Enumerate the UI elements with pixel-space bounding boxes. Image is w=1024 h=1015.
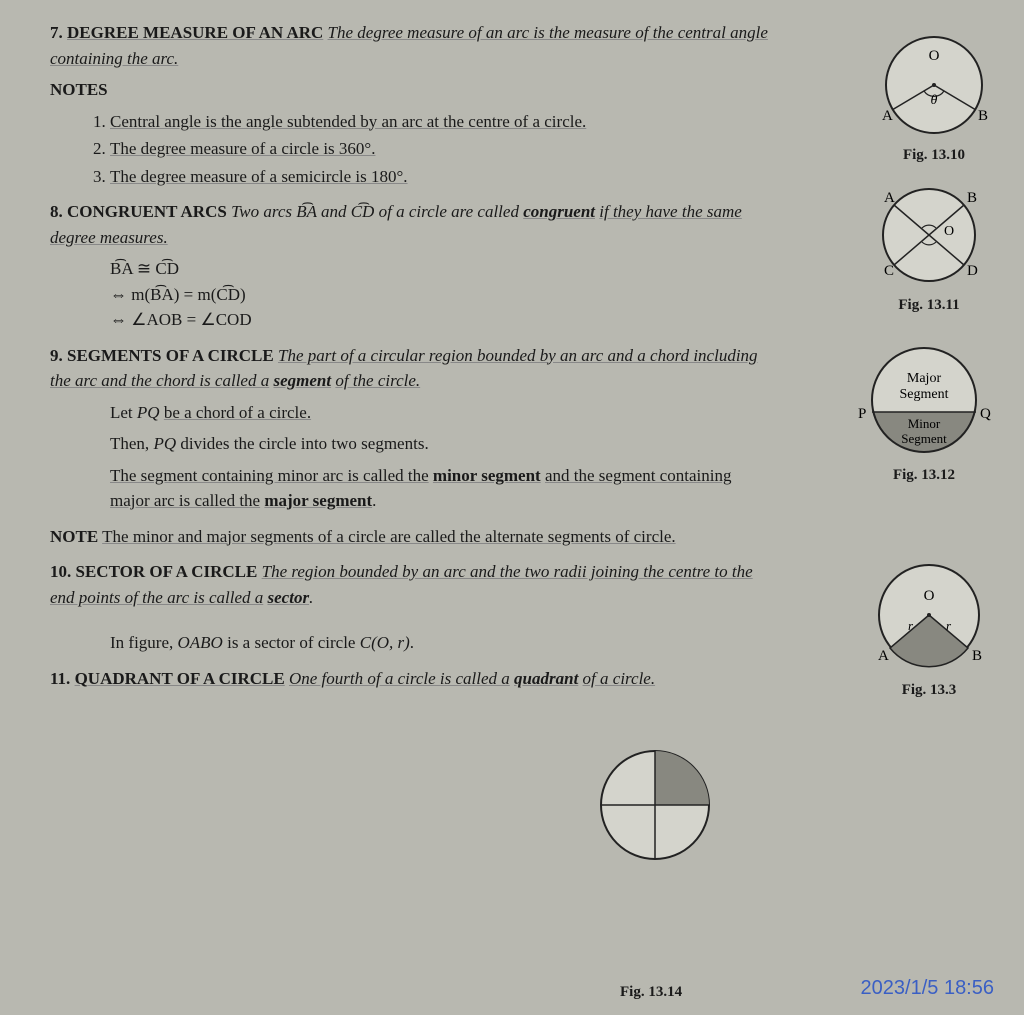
svg-text:Minor: Minor: [908, 416, 941, 431]
note-3: The degree measure of a semicircle is 18…: [110, 164, 770, 190]
section-8-title: CONGRUENT ARCS: [67, 202, 227, 221]
fig-13-3-caption: Fig. 13.3: [864, 679, 994, 702]
svg-text:Segment: Segment: [901, 431, 947, 446]
section-10-num: 10.: [50, 562, 71, 581]
section-9-p3: The segment containing minor arc is call…: [110, 463, 770, 514]
figure-13-12: Major Segment Minor Segment P Q Fig. 13.…: [854, 340, 994, 487]
section-7-heading: 7. DEGREE MEASURE OF AN ARC The degree m…: [50, 20, 770, 71]
section-11-title: QUADRANT OF A CIRCLE: [75, 669, 285, 688]
svg-text:O: O: [944, 224, 954, 239]
svg-text:A: A: [878, 648, 889, 664]
figure-13-14: [590, 740, 720, 870]
section-11-heading: 11. QUADRANT OF A CIRCLE One fourth of a…: [50, 666, 770, 692]
fig-13-10-caption: Fig. 13.10: [874, 144, 994, 167]
section-9-heading: 9. SEGMENTS OF A CIRCLE The part of a ci…: [50, 343, 770, 394]
fig-13-12-svg: Major Segment Minor Segment P Q: [854, 340, 994, 460]
fig-13-11-svg: A B C D O: [864, 180, 994, 290]
section-9-p1: Let PQ be a chord of a circle.: [110, 400, 770, 426]
svg-text:O: O: [924, 588, 935, 604]
fig-13-14-svg: [590, 740, 720, 870]
fig-13-11-caption: Fig. 13.11: [864, 294, 994, 317]
section-11-num: 11.: [50, 669, 70, 688]
section-11: 11. QUADRANT OF A CIRCLE One fourth of a…: [50, 666, 770, 692]
figure-13-3: O r r A B Fig. 13.3: [864, 560, 994, 702]
section-9-p2: Then, PQ divides the circle into two seg…: [110, 431, 770, 457]
fig-13-3-svg: O r r A B: [864, 560, 994, 675]
section-7-title: DEGREE MEASURE OF AN ARC: [67, 23, 323, 42]
fig-13-14-caption: Fig. 13.14: [620, 981, 682, 1004]
section-10-heading: 10. SECTOR OF A CIRCLE The region bounde…: [50, 559, 770, 610]
figure-13-10: O θ A B Fig. 13.10: [874, 30, 994, 167]
section-10: 10. SECTOR OF A CIRCLE The region bounde…: [50, 559, 770, 656]
svg-text:P: P: [858, 406, 866, 422]
svg-text:Major: Major: [907, 371, 942, 386]
section-7-num: 7.: [50, 23, 63, 42]
svg-text:O: O: [929, 48, 940, 64]
svg-text:B: B: [967, 190, 977, 206]
svg-text:A: A: [884, 190, 895, 206]
svg-text:Q: Q: [980, 406, 991, 422]
section-8-heading: 8. CONGRUENT ARCS Two arcs B͡A and C͡D o…: [50, 199, 770, 250]
svg-text:θ: θ: [931, 93, 938, 108]
section-8: 8. CONGRUENT ARCS Two arcs B͡A and C͡D o…: [50, 199, 770, 333]
section-7: 7. DEGREE MEASURE OF AN ARC The degree m…: [50, 20, 770, 189]
congruent-eq-1: B͡A ≅ C͡D: [110, 256, 770, 282]
congruent-eq-3: ⇔ ∠AOB = ∠COD: [110, 307, 770, 333]
section-10-p1: In figure, OABO is a sector of circle C(…: [110, 630, 770, 656]
section-9: 9. SEGMENTS OF A CIRCLE The part of a ci…: [50, 343, 770, 514]
fig-13-12-caption: Fig. 13.12: [854, 464, 994, 487]
note-1: Central angle is the angle subtended by …: [110, 109, 770, 135]
notes-list: Central angle is the angle subtended by …: [110, 109, 770, 190]
section-8-num: 8.: [50, 202, 63, 221]
congruent-eq-2: ⇔ m(B͡A) = m(C͡D): [110, 282, 770, 308]
svg-text:C: C: [884, 263, 894, 279]
svg-text:A: A: [882, 108, 893, 124]
timestamp: 2023/1/5 18:56: [861, 973, 994, 1003]
section-9-title: SEGMENTS OF A CIRCLE: [67, 346, 274, 365]
note-2: The degree measure of a circle is 360°.: [110, 136, 770, 162]
svg-text:D: D: [967, 263, 978, 279]
svg-text:Segment: Segment: [900, 387, 949, 402]
svg-text:B: B: [972, 648, 982, 664]
notes-label: NOTES: [50, 77, 770, 103]
fig-13-10-svg: O θ A B: [874, 30, 994, 140]
svg-text:B: B: [978, 108, 988, 124]
section-10-title: SECTOR OF A CIRCLE: [76, 562, 258, 581]
section-9-num: 9.: [50, 346, 63, 365]
figure-13-11: A B C D O Fig. 13.11: [864, 180, 994, 317]
section-9-note: NOTE The minor and major segments of a c…: [50, 524, 970, 550]
